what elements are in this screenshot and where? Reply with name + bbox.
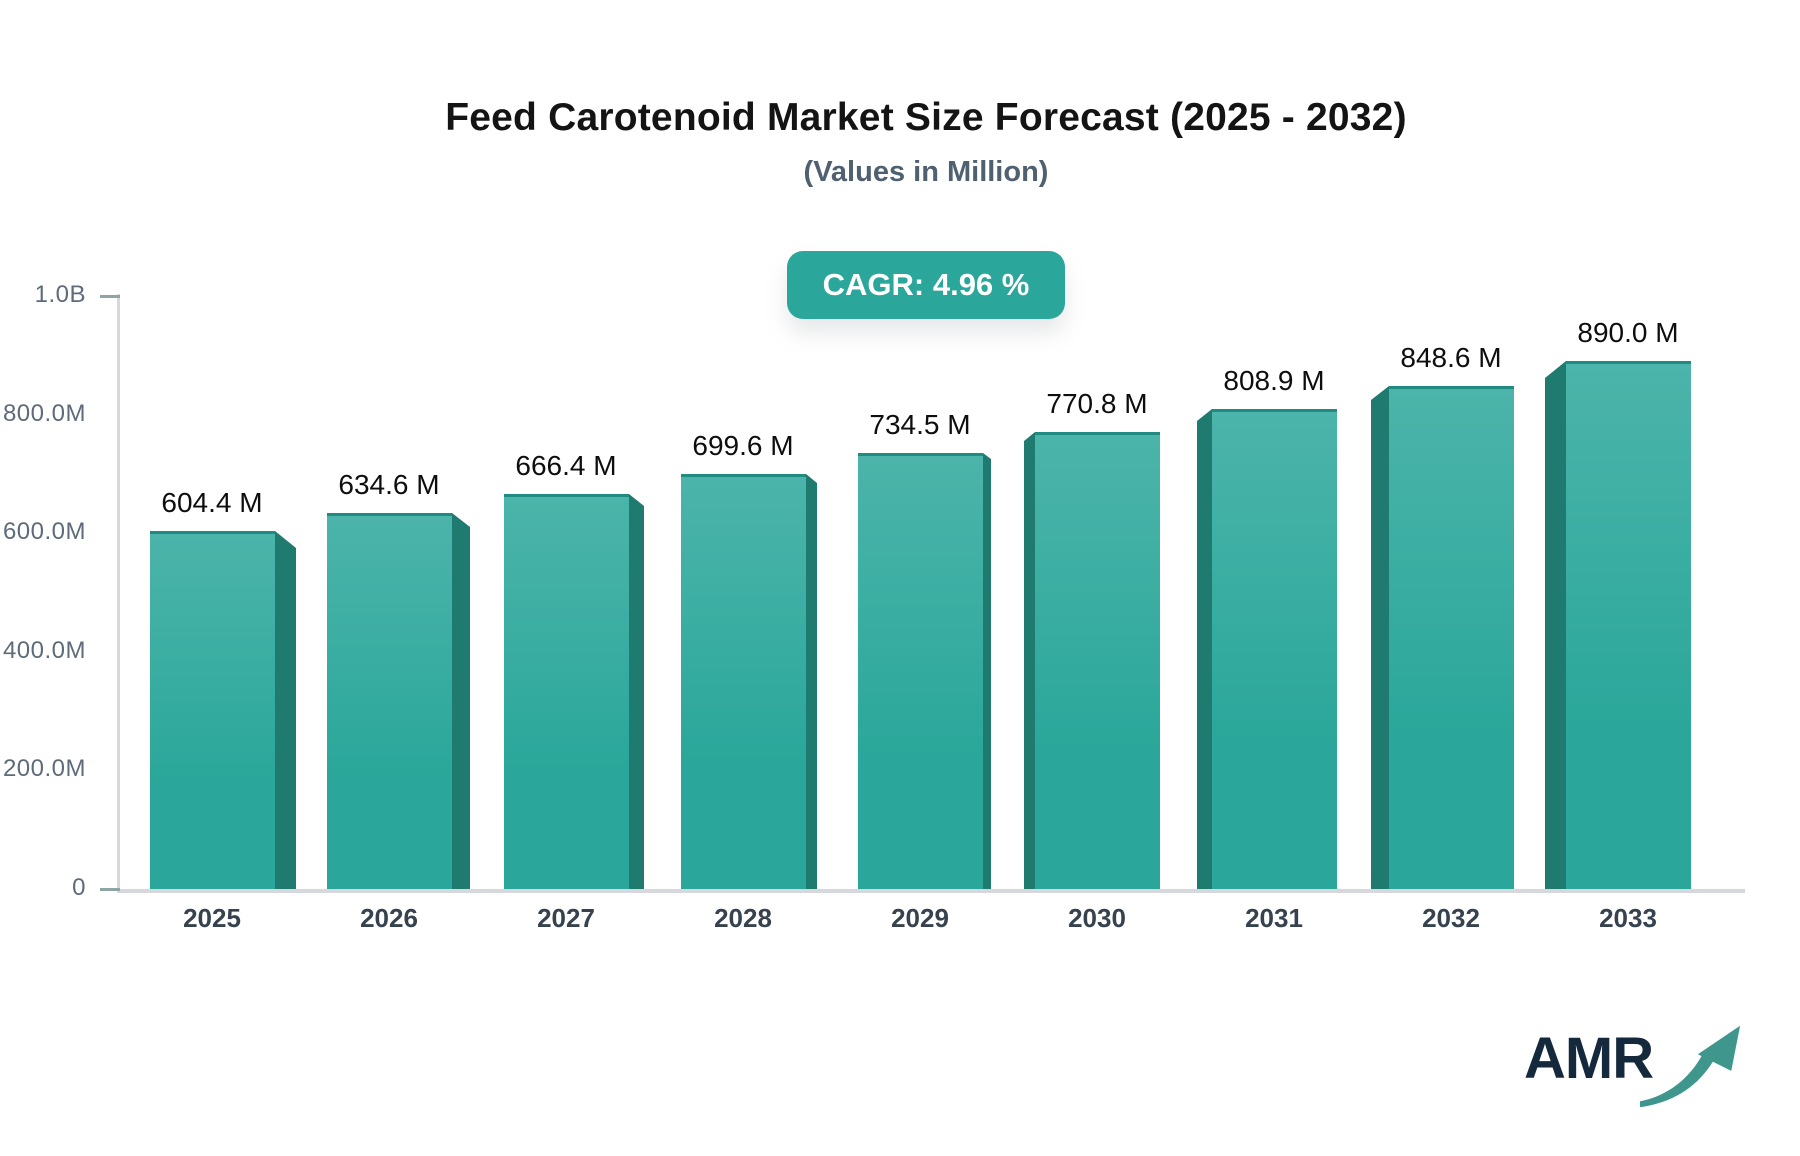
x-axis-label: 2027 xyxy=(537,903,595,933)
bar-value-label: 770.8 M xyxy=(1046,388,1148,419)
x-axis-baseline xyxy=(117,889,1745,893)
bar-side-face xyxy=(1371,386,1389,889)
x-axis-label: 2031 xyxy=(1245,903,1303,933)
bar-face xyxy=(1035,432,1160,889)
bar-face xyxy=(1212,409,1337,889)
bar-side-face xyxy=(1545,361,1566,889)
amr-logo: AMR xyxy=(1524,1025,1745,1117)
chart-subtitle: (Values in Million) xyxy=(803,156,1049,188)
bar-face xyxy=(504,494,629,889)
y-axis-tick-label: 200.0M xyxy=(2,755,86,783)
bar-side-face xyxy=(1024,432,1035,889)
bar-value-label: 808.9 M xyxy=(1223,365,1325,396)
bar-side-face xyxy=(629,494,644,889)
y-axis-tick-label: 0 xyxy=(72,874,86,901)
y-axis-tick-label: 800.0M xyxy=(2,399,86,427)
bar-value-label: 848.6 M xyxy=(1400,342,1502,373)
bar-face xyxy=(1566,361,1691,889)
bar-value-label: 634.6 M xyxy=(338,469,440,500)
bar-value-label: 734.5 M xyxy=(869,409,971,440)
x-axis-label: 2033 xyxy=(1599,903,1657,933)
chart-title: Feed Carotenoid Market Size Forecast (20… xyxy=(445,96,1407,139)
cagr-badge: CAGR: 4.96 % xyxy=(786,251,1066,319)
growth-arrow-icon xyxy=(1637,1020,1745,1117)
x-axis-label: 2025 xyxy=(183,903,241,933)
bar-side-face xyxy=(452,513,470,889)
bar-side-face xyxy=(806,474,817,889)
x-axis-label: 2032 xyxy=(1422,903,1480,933)
y-axis-tick-label: 600.0M xyxy=(2,518,86,546)
bar-face xyxy=(858,453,983,889)
chart-header: Feed Carotenoid Market Size Forecast (20… xyxy=(120,96,1732,189)
y-axis-tick-dash xyxy=(100,295,120,298)
bar-side-face xyxy=(1197,409,1212,889)
bar-face xyxy=(327,513,452,889)
cagr-badge-row: CAGR: 4.96 % xyxy=(120,251,1732,319)
bar-side-face xyxy=(983,453,991,889)
bar-face xyxy=(150,531,275,889)
bar-side-face xyxy=(275,531,296,889)
bar-value-label: 890.0 M xyxy=(1577,317,1679,348)
y-axis-tick-dash xyxy=(100,888,120,891)
bar-value-label: 666.4 M xyxy=(515,450,617,481)
bar-value-label: 699.6 M xyxy=(692,430,794,461)
bar-value-label: 604.4 M xyxy=(161,487,263,518)
bar-face xyxy=(681,474,806,889)
x-axis-label: 2028 xyxy=(714,903,772,933)
y-axis-tick-label: 400.0M xyxy=(2,636,86,664)
x-axis-label: 2026 xyxy=(360,903,418,933)
x-axis-label: 2030 xyxy=(1068,903,1126,933)
x-axis-label: 2029 xyxy=(891,903,949,933)
y-axis-line xyxy=(117,294,120,889)
y-axis-tick-label: 1.0B xyxy=(34,281,86,308)
amr-logo-text: AMR xyxy=(1524,1026,1654,1091)
bar-face xyxy=(1389,386,1514,889)
